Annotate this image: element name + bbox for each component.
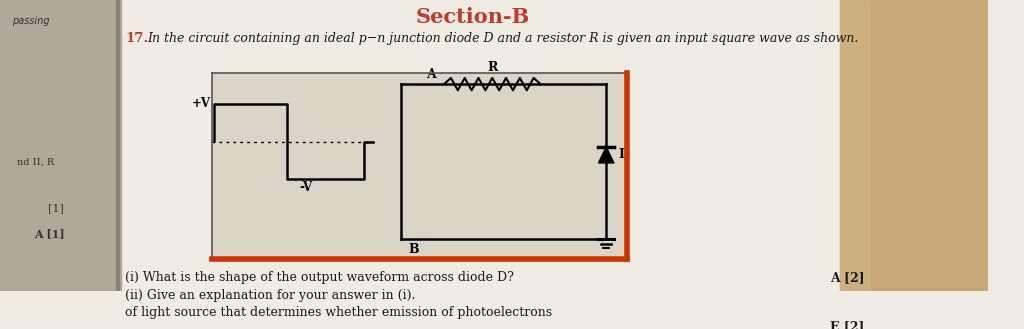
Text: +V: +V bbox=[191, 97, 210, 110]
Text: passing: passing bbox=[11, 16, 49, 26]
Text: Section-B: Section-B bbox=[416, 7, 530, 27]
Text: (i) What is the shape of the output waveform across diode D?: (i) What is the shape of the output wave… bbox=[126, 271, 514, 284]
Text: B: B bbox=[409, 243, 419, 256]
Bar bbox=[0, 0, 121, 291]
Bar bbox=[116, 0, 119, 291]
Text: of light source that determines whether emission of photoelectrons: of light source that determines whether … bbox=[126, 306, 553, 319]
Text: [1]: [1] bbox=[48, 204, 65, 214]
Text: -V: -V bbox=[299, 181, 312, 194]
Text: E [2]: E [2] bbox=[830, 320, 864, 329]
Text: 17.: 17. bbox=[126, 32, 148, 45]
Text: A [1]: A [1] bbox=[34, 228, 65, 240]
Bar bbox=[840, 0, 868, 291]
Text: nd II, R: nd II, R bbox=[17, 158, 54, 166]
Text: D: D bbox=[618, 148, 630, 162]
Text: A: A bbox=[427, 68, 436, 82]
Polygon shape bbox=[598, 147, 614, 163]
Text: R: R bbox=[487, 61, 498, 73]
Bar bbox=[840, 0, 988, 291]
Text: (ii) Give an explanation for your answer in (i).: (ii) Give an explanation for your answer… bbox=[126, 289, 416, 302]
Text: In the circuit containing an ideal p−n junction diode D and a resistor R is give: In the circuit containing an ideal p−n j… bbox=[146, 32, 858, 45]
Text: A [2]: A [2] bbox=[830, 271, 864, 284]
Bar bbox=[212, 73, 628, 259]
